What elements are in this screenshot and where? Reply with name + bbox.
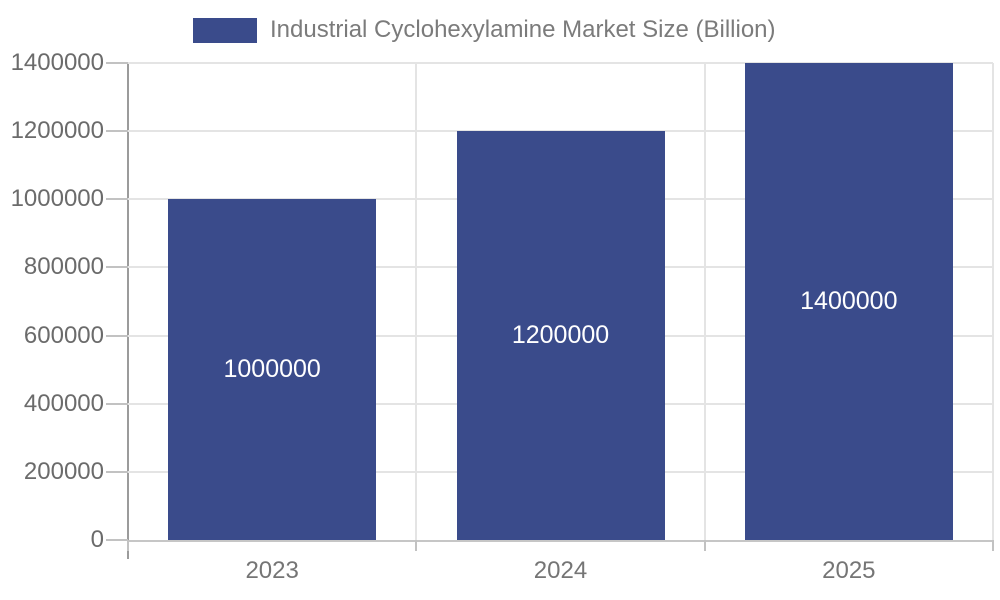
y-tick-label: 200000 [23,457,104,485]
x-tick-label-2024: 2024 [533,557,588,584]
v-gridline [703,63,706,540]
y-tick [106,539,128,541]
h-gridline [128,62,993,64]
y-tick-label: 1000000 [10,185,104,213]
y-tick [106,266,128,269]
x-tick [703,540,706,551]
y-tick [106,402,128,405]
bar-2025: 1400000 [744,63,953,540]
y-tick [106,130,128,133]
y-tick-label: 0 [90,526,104,553]
y-tick-label: 1200000 [10,117,104,145]
y-tick-label: 400000 [23,389,104,417]
y-axis-line [127,63,129,559]
v-gridline [992,63,994,540]
x-tick [992,540,994,551]
x-tick [127,540,129,551]
chart-legend: Industrial Cyclohexylamine Market Size (… [193,16,776,44]
bar-value-label: 1400000 [800,287,898,315]
h-gridline [128,130,993,133]
y-tick [106,470,128,473]
x-tick-label-2023: 2023 [245,557,299,584]
y-tick [106,198,128,201]
v-gridline [415,63,418,540]
x-tick-label-2025: 2025 [822,557,876,584]
bar-value-label: 1000000 [223,355,321,384]
x-axis-line [128,540,993,542]
y-tick-label: 1400000 [10,49,104,76]
y-tick-label: 800000 [23,253,104,281]
x-tick [415,540,418,551]
legend-swatch-icon [193,17,257,43]
bar-2024: 1200000 [456,131,665,540]
legend-label: Industrial Cyclohexylamine Market Size (… [270,16,776,43]
y-tick [106,62,128,64]
plot-area: 1000000 1200000 1400000 [128,62,994,540]
y-tick-label: 600000 [23,321,104,349]
bar-value-label: 1200000 [511,321,610,350]
y-tick [106,334,128,337]
bar-2023: 1000000 [168,199,377,540]
